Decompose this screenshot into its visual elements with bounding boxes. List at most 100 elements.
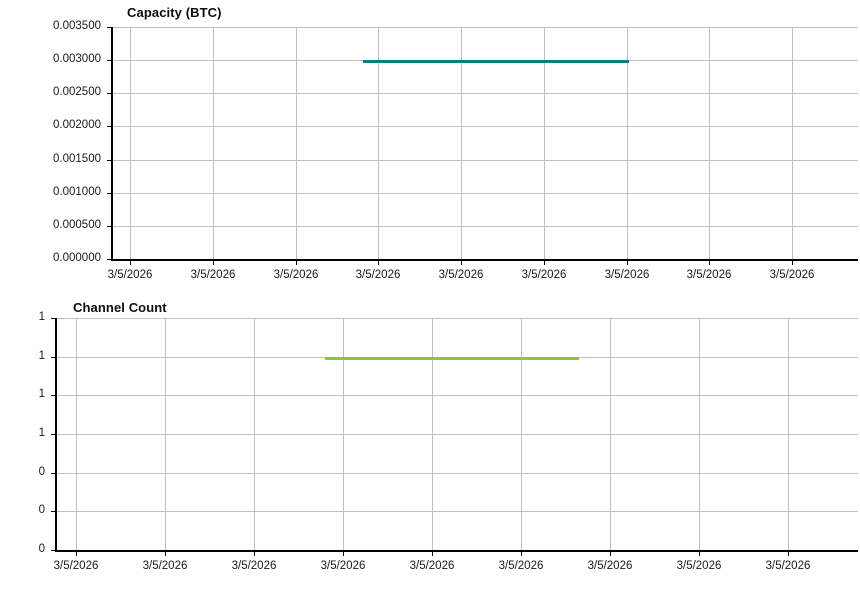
y-axis-label: 0.002500 xyxy=(53,86,101,98)
gridline-vertical xyxy=(792,27,793,259)
x-axis-line xyxy=(55,550,858,552)
gridline-vertical xyxy=(699,318,700,550)
y-axis-tick xyxy=(107,226,113,227)
x-axis-tick xyxy=(76,550,77,556)
x-axis-tick xyxy=(709,259,710,265)
series-line-channel-count xyxy=(325,357,579,360)
gridline-vertical xyxy=(378,27,379,259)
channel-count-chart-title: Channel Count xyxy=(73,300,167,315)
x-axis-line xyxy=(111,259,858,261)
y-axis-line xyxy=(111,27,113,260)
gridline-horizontal xyxy=(113,93,858,94)
y-axis-tick xyxy=(51,511,57,512)
gridline-horizontal xyxy=(57,395,858,396)
x-axis-tick xyxy=(544,259,545,265)
gridline-horizontal xyxy=(113,27,858,28)
x-axis-tick xyxy=(213,259,214,265)
x-axis-tick xyxy=(461,259,462,265)
capacity-plot-area: 0.003500 0.003000 0.002500 0.002000 0.001500… xyxy=(53,20,858,281)
gridline-vertical xyxy=(254,318,255,550)
y-axis-tick xyxy=(107,160,113,161)
gridline-vertical xyxy=(627,27,628,259)
x-axis-tick xyxy=(610,550,611,556)
y-axis-label: 1 xyxy=(38,427,45,439)
y-axis-tick xyxy=(107,60,113,61)
y-axis-label: 0.003500 xyxy=(53,20,101,32)
channel-count-plot-area: 1 1 1 1 0 0 0 3/5/2026 3/5/2026 3/5/2026 3/5/2026 3… xyxy=(39,311,858,572)
y-axis-tick xyxy=(51,550,57,551)
x-axis-label: 3/5/2026 xyxy=(231,560,277,572)
x-axis-tick xyxy=(378,259,379,265)
x-axis-label: 3/5/2026 xyxy=(273,269,319,281)
gridline-vertical xyxy=(521,318,522,550)
x-axis-label: 3/5/2026 xyxy=(190,269,236,281)
y-axis-label: 0.001000 xyxy=(53,186,101,198)
gridline-vertical xyxy=(213,27,214,259)
x-axis-label: 3/5/2026 xyxy=(521,269,567,281)
gridline-vertical xyxy=(788,318,789,550)
y-axis-tick xyxy=(51,357,57,358)
gridline-vertical xyxy=(343,318,344,550)
y-axis-label: 0.003000 xyxy=(53,53,101,65)
y-axis-label: 0 xyxy=(38,466,45,478)
x-axis-label: 3/5/2026 xyxy=(107,269,153,281)
x-axis-label: 3/5/2026 xyxy=(409,560,455,572)
y-axis-tick xyxy=(107,93,113,94)
gridline-horizontal xyxy=(57,473,858,474)
capacity-plot-background xyxy=(113,27,858,259)
gridline-horizontal xyxy=(113,160,858,161)
x-axis-label: 3/5/2026 xyxy=(142,560,188,572)
y-axis-label: 0 xyxy=(38,504,45,516)
gridline-horizontal xyxy=(57,511,858,512)
y-axis-tick xyxy=(107,27,113,28)
x-axis-tick xyxy=(699,550,700,556)
x-axis-tick xyxy=(296,259,297,265)
y-axis-tick xyxy=(51,318,57,319)
gridline-horizontal xyxy=(113,193,858,194)
y-axis-tick xyxy=(51,395,57,396)
x-axis-tick xyxy=(254,550,255,556)
gridline-vertical xyxy=(432,318,433,550)
y-axis-tick xyxy=(107,126,113,127)
gridline-vertical xyxy=(709,27,710,259)
y-axis-label: 0.000000 xyxy=(53,252,101,264)
gridline-vertical xyxy=(544,27,545,259)
gridline-horizontal xyxy=(113,226,858,227)
x-axis-label: 3/5/2026 xyxy=(355,269,401,281)
x-axis-tick xyxy=(130,259,131,265)
y-axis-line xyxy=(55,318,57,551)
y-axis-label: 0.001500 xyxy=(53,153,101,165)
gridline-horizontal xyxy=(113,126,858,127)
gridline-horizontal xyxy=(57,434,858,435)
gridline-vertical xyxy=(461,27,462,259)
x-axis-tick xyxy=(165,550,166,556)
x-axis-tick xyxy=(432,550,433,556)
gridline-horizontal xyxy=(57,318,858,319)
gridline-vertical xyxy=(130,27,131,259)
x-axis-label: 3/5/2026 xyxy=(53,560,99,572)
x-axis-tick xyxy=(343,550,344,556)
y-axis-label: 1 xyxy=(38,311,45,323)
x-axis-label: 3/5/2026 xyxy=(498,560,544,572)
y-axis-tick xyxy=(107,259,113,260)
gridline-vertical xyxy=(610,318,611,550)
x-axis-label: 3/5/2026 xyxy=(587,560,633,572)
x-axis-label: 3/5/2026 xyxy=(686,269,732,281)
gridline-vertical xyxy=(296,27,297,259)
x-axis-tick xyxy=(627,259,628,265)
y-axis-tick xyxy=(51,473,57,474)
x-axis-tick xyxy=(792,259,793,265)
y-axis-tick xyxy=(51,434,57,435)
gridline-vertical xyxy=(165,318,166,550)
gridline-vertical xyxy=(76,318,77,550)
x-axis-label: 3/5/2026 xyxy=(438,269,484,281)
y-axis-label: 1 xyxy=(38,388,45,400)
channel-count-chart-panel: Channel Count 1 1 1 1 0 0 0 3/5/2026 3/5/2026 3/5… xyxy=(0,290,860,600)
x-axis-label: 3/5/2026 xyxy=(320,560,366,572)
y-axis-label: 0.000500 xyxy=(53,219,101,231)
y-axis-label: 0 xyxy=(38,543,45,555)
y-axis-tick xyxy=(107,193,113,194)
x-axis-label: 3/5/2026 xyxy=(604,269,650,281)
capacity-chart-panel: Capacity (BTC) 0.003500 0.003000 0.002500 0… xyxy=(0,0,860,290)
y-axis-label: 1 xyxy=(38,350,45,362)
